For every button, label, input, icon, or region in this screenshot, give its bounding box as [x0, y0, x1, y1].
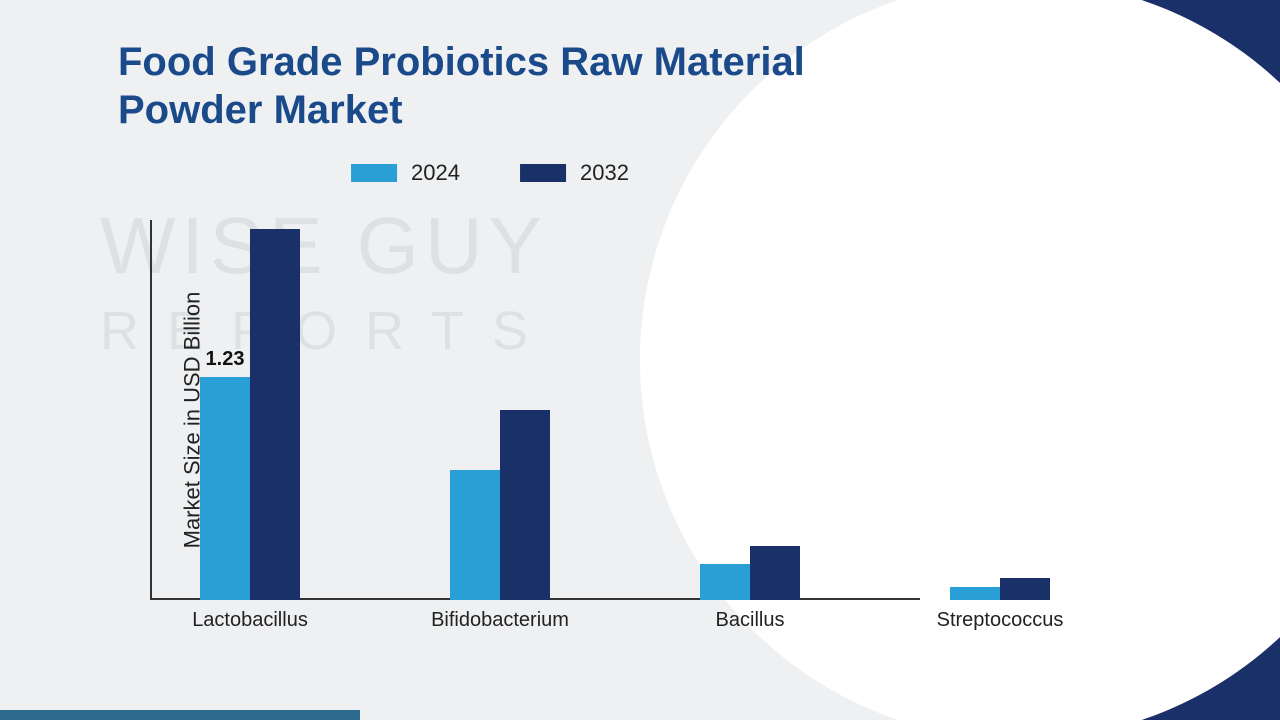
y-axis-line — [150, 220, 152, 600]
plot-region: 1.23Lactobacillus Bifidobacterium Bacillus… — [150, 220, 920, 600]
bar — [1000, 578, 1050, 600]
legend-swatch-2032 — [520, 164, 566, 182]
chart-area: Market Size in USD Billion 2024 2032 1.2… — [60, 160, 920, 680]
bar — [750, 546, 800, 600]
bar — [950, 587, 1000, 600]
bar — [500, 410, 550, 600]
bottom-accent-bar — [0, 710, 360, 720]
legend: 2024 2032 — [351, 160, 629, 186]
bar — [700, 564, 750, 600]
legend-label-2032: 2032 — [580, 160, 629, 186]
legend-swatch-2024 — [351, 164, 397, 182]
legend-item-2032: 2032 — [520, 160, 629, 186]
legend-label-2024: 2024 — [411, 160, 460, 186]
category-label: Bacillus — [680, 608, 820, 632]
bar-group: 1.23Lactobacillus — [200, 220, 300, 600]
category-label: Bifidobacterium — [430, 608, 570, 632]
bar-group: Bacillus — [700, 220, 800, 600]
brand-word-1: WISE — [1041, 32, 1130, 65]
bar-value-label: 1.23 — [206, 348, 245, 371]
bar-group: Bifidobacterium — [450, 220, 550, 600]
chart-title: Food Grade Probiotics Raw Material Powde… — [118, 38, 858, 134]
brand-word-2: GUY — [1129, 32, 1203, 65]
brand-logo: WISEGUY R E P O R T S — [1041, 32, 1248, 84]
bar: 1.23 — [200, 377, 250, 600]
chart-canvas: WISE GUY REPORTS WISEGUY R E P O R T S F… — [0, 0, 1280, 720]
bar — [250, 229, 300, 600]
brand-subtitle: R E P O R T S — [1041, 68, 1248, 84]
bar — [450, 470, 500, 600]
category-label: Streptococcus — [930, 608, 1070, 632]
category-label: Lactobacillus — [180, 608, 320, 632]
bar-group: Streptococcus — [950, 220, 1050, 600]
legend-item-2024: 2024 — [351, 160, 460, 186]
